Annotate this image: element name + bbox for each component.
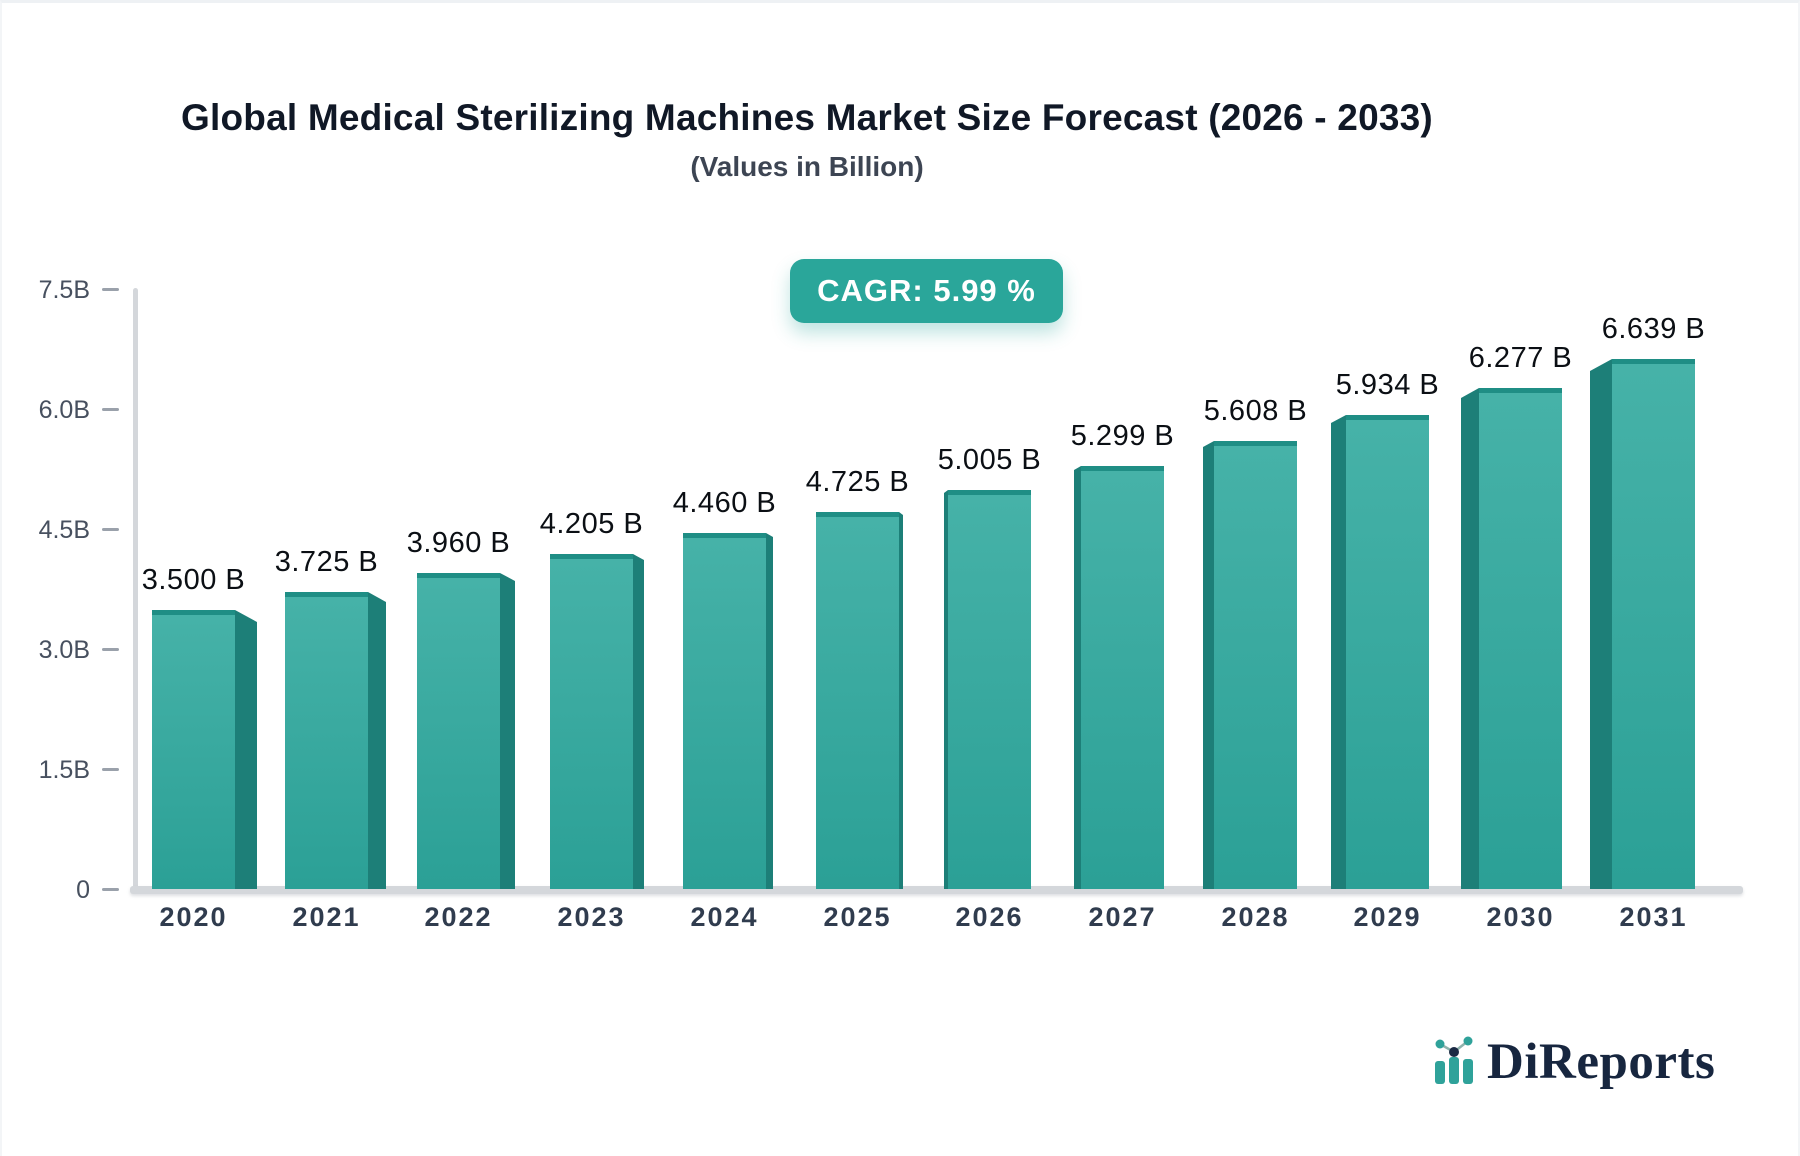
x-tick-label-2027: 2027 xyxy=(1088,902,1157,932)
bar-value-label-2027: 5.299 B xyxy=(1070,420,1175,452)
logo-text: DiReports xyxy=(1487,1034,1716,1090)
x-tick-label-2030: 2030 xyxy=(1486,902,1555,932)
y-tick-label-2: 4.5B xyxy=(38,516,90,544)
bar-value-label-2031: 6.639 B xyxy=(1601,313,1706,345)
bar-value-label-2030: 6.277 B xyxy=(1468,342,1573,374)
bar-value-label-2023: 4.205 B xyxy=(539,508,644,540)
bar-value-label-2021: 3.725 B xyxy=(274,546,379,578)
x-tick-label-2022: 2022 xyxy=(424,902,493,932)
bar-2021 xyxy=(285,592,368,889)
cagr-badge: CAGR: 5.99 % xyxy=(790,259,1063,323)
y-tick-mark-0 xyxy=(102,288,119,291)
x-tick-label-2026: 2026 xyxy=(955,902,1024,932)
y-tick-label-3: 3.0B xyxy=(38,636,90,664)
bar-value-label-2026: 5.005 B xyxy=(937,444,1042,476)
plot-area: 7.5B 6.0B 4.5B 3.0B 1.5B 0 3.500 B 2020 3.725 B 2… xyxy=(2,3,1798,1156)
bar-side-face-2021 xyxy=(368,592,386,889)
x-tick-label-2020: 2020 xyxy=(159,902,228,932)
y-tick-mark-3 xyxy=(102,648,119,651)
bar-side-face-2025 xyxy=(899,512,903,889)
bar-2030 xyxy=(1479,388,1562,889)
y-tick-label-1: 6.0B xyxy=(38,396,90,424)
bar-2025 xyxy=(816,512,899,889)
bar-side-face-2020 xyxy=(235,610,257,889)
bar-2020 xyxy=(152,610,235,889)
bar-side-face-2023 xyxy=(633,554,644,889)
y-tick-label-4: 1.5B xyxy=(38,756,90,784)
bar-side-face-2028 xyxy=(1203,441,1214,889)
x-tick-label-2021: 2021 xyxy=(292,902,361,932)
bar-side-face-2029 xyxy=(1331,415,1346,889)
y-tick-mark-5 xyxy=(102,888,119,891)
chart-title: Global Medical Sterilizing Machines Mark… xyxy=(181,97,1433,138)
bar-value-label-2029: 5.934 B xyxy=(1335,369,1440,401)
x-tick-label-2028: 2028 xyxy=(1221,902,1290,932)
y-axis-line xyxy=(133,288,138,892)
bar-side-face-2030 xyxy=(1461,388,1479,889)
y-tick-label-0: 7.5B xyxy=(38,276,90,304)
y-tick-mark-1 xyxy=(102,408,119,411)
bar-2031 xyxy=(1612,359,1695,889)
x-tick-label-2029: 2029 xyxy=(1353,902,1422,932)
bar-value-label-2020: 3.500 B xyxy=(141,564,246,596)
mini-bar-chart-icon xyxy=(1435,1036,1473,1084)
bar-2029 xyxy=(1346,415,1429,889)
x-tick-label-2025: 2025 xyxy=(823,902,892,932)
bar-side-face-2027 xyxy=(1074,466,1081,889)
chart-subtitle: (Values in Billion) xyxy=(690,151,924,182)
x-tick-label-2023: 2023 xyxy=(557,902,626,932)
bar-side-face-2022 xyxy=(500,573,515,889)
bar-side-face-2024 xyxy=(766,533,773,889)
bar-2023 xyxy=(550,554,633,889)
bar-side-face-2031 xyxy=(1590,359,1612,889)
bar-value-label-2025: 4.725 B xyxy=(805,466,910,498)
bar-value-label-2024: 4.460 B xyxy=(672,487,777,519)
bar-2028 xyxy=(1214,441,1297,889)
bar-side-face-2026 xyxy=(944,490,948,889)
bar-2026 xyxy=(948,490,1031,889)
bar-2027 xyxy=(1081,466,1164,889)
y-tick-mark-2 xyxy=(102,528,119,531)
y-tick-label-5: 0 xyxy=(76,876,90,904)
direports-logo: DiReports xyxy=(1430,1031,1715,1091)
x-tick-label-2031: 2031 xyxy=(1619,902,1688,932)
bar-2024 xyxy=(683,533,766,889)
bar-value-label-2022: 3.960 B xyxy=(406,527,511,559)
x-axis-line xyxy=(130,886,1743,894)
x-tick-label-2024: 2024 xyxy=(690,902,759,932)
bar-2022 xyxy=(417,573,500,889)
bar-value-label-2028: 5.608 B xyxy=(1203,395,1308,427)
y-tick-mark-4 xyxy=(102,768,119,771)
